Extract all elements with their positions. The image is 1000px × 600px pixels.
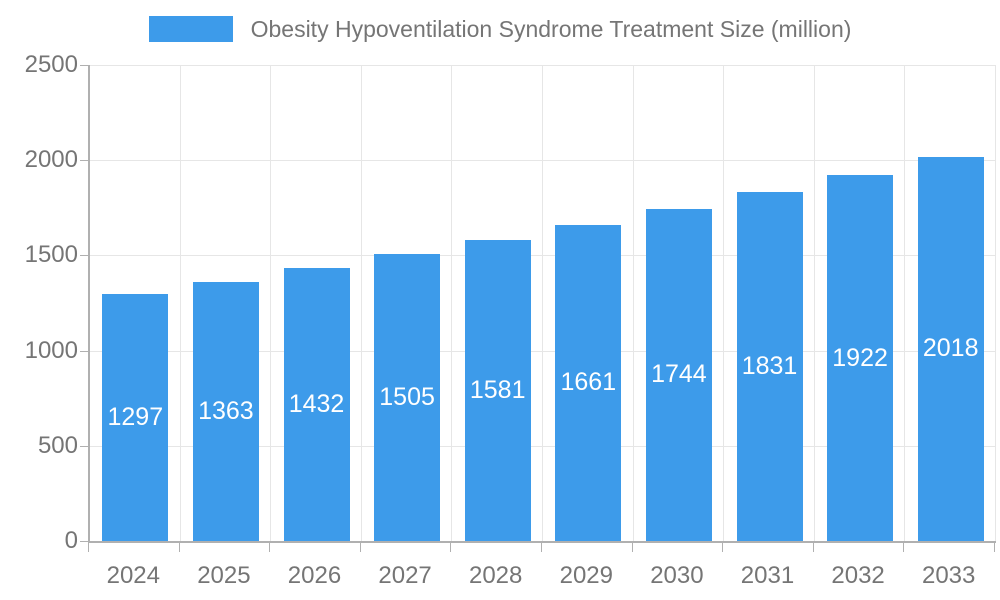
chart-legend[interactable]: Obesity Hypoventilation Syndrome Treatme… bbox=[0, 14, 1000, 44]
bar-value-label: 1581 bbox=[469, 375, 526, 404]
x-axis-tick-label: 2030 bbox=[650, 562, 704, 589]
gridline-horizontal bbox=[90, 160, 996, 162]
gridline-horizontal bbox=[90, 445, 996, 447]
bar-2031[interactable]: 1831 bbox=[736, 192, 803, 541]
plot-area: 1297 1363 1432 1505 1581 1661 1744 1831 1922 2018 bbox=[88, 65, 996, 543]
y-axis-tick bbox=[80, 350, 88, 352]
y-axis-tick bbox=[80, 65, 88, 66]
x-axis-tick-label: 2026 bbox=[287, 562, 342, 589]
bar-value-label: 1363 bbox=[198, 396, 254, 425]
y-axis-tick bbox=[80, 445, 88, 447]
gridline-vertical bbox=[360, 65, 362, 541]
bar-2025[interactable]: 1363 bbox=[192, 281, 259, 541]
x-axis-tick-label: 2032 bbox=[831, 562, 885, 589]
gridline-vertical bbox=[723, 65, 725, 541]
x-axis-tick bbox=[541, 543, 542, 552]
x-axis-tick-label: 2028 bbox=[468, 562, 523, 589]
x-axis-tick-label: 2025 bbox=[197, 562, 251, 589]
x-axis-tick bbox=[812, 543, 814, 552]
bar-2033[interactable]: 2018 bbox=[917, 156, 984, 541]
y-axis-tick-label: 2500 bbox=[24, 51, 78, 78]
bar-value-label: 1297 bbox=[107, 403, 164, 432]
gridline-vertical bbox=[179, 65, 181, 541]
y-axis-tick-label: 0 bbox=[64, 527, 78, 554]
bar-2030[interactable]: 1744 bbox=[645, 208, 712, 541]
bar-value-label: 1661 bbox=[560, 368, 617, 397]
gridline-vertical bbox=[270, 65, 272, 541]
x-axis-tick-label: 2029 bbox=[559, 562, 613, 589]
x-axis-tick bbox=[722, 543, 724, 552]
gridline-horizontal bbox=[90, 350, 996, 352]
gridline-horizontal bbox=[90, 255, 996, 257]
x-axis-tick-label: 2033 bbox=[921, 562, 976, 589]
x-axis-tick bbox=[88, 543, 89, 552]
gridline-vertical bbox=[813, 65, 815, 541]
y-axis-tick bbox=[80, 160, 88, 162]
gridline-vertical bbox=[542, 65, 543, 541]
bar-value-label: 1831 bbox=[741, 352, 798, 381]
gridline-vertical bbox=[632, 65, 634, 541]
bar-value-label: 1744 bbox=[651, 360, 707, 389]
gridline-horizontal bbox=[90, 65, 996, 66]
x-axis-tick bbox=[359, 543, 361, 552]
y-axis-tick bbox=[80, 541, 88, 542]
gridline-vertical bbox=[995, 65, 996, 541]
x-axis-tick bbox=[178, 543, 180, 552]
x-axis-tick bbox=[269, 543, 271, 552]
gridline-vertical bbox=[451, 65, 453, 541]
x-axis-tick bbox=[450, 543, 452, 552]
y-axis-tick-label: 1500 bbox=[24, 241, 78, 269]
bar-value-label: 2018 bbox=[922, 334, 979, 363]
bar-value-label: 1922 bbox=[832, 343, 888, 372]
legend-label: Obesity Hypoventilation Syndrome Treatme… bbox=[250, 15, 852, 42]
x-axis-tick-label: 2031 bbox=[740, 562, 795, 589]
bar-value-label: 1432 bbox=[288, 390, 345, 419]
y-axis-tick bbox=[80, 255, 88, 257]
x-axis-tick-label: 2024 bbox=[106, 562, 160, 589]
bar-2027[interactable]: 1505 bbox=[374, 254, 441, 541]
gridline-vertical bbox=[904, 65, 906, 541]
y-axis-tick-label: 2000 bbox=[24, 146, 78, 174]
bar-2029[interactable]: 1661 bbox=[555, 224, 622, 541]
bar-2028[interactable]: 1581 bbox=[464, 239, 531, 541]
x-axis-tick bbox=[903, 543, 905, 552]
bar-value-label: 1505 bbox=[379, 383, 435, 412]
legend-swatch bbox=[148, 16, 233, 42]
y-axis-tick-label: 500 bbox=[37, 431, 78, 459]
x-axis-tick bbox=[994, 543, 995, 552]
x-axis-tick bbox=[631, 543, 633, 552]
bar-2026[interactable]: 1432 bbox=[283, 268, 350, 541]
x-axis-tick-label: 2027 bbox=[378, 562, 432, 589]
bar-2024[interactable]: 1297 bbox=[102, 294, 169, 541]
bar-2032[interactable]: 1922 bbox=[827, 175, 894, 541]
y-axis-tick-label: 1000 bbox=[24, 336, 78, 364]
